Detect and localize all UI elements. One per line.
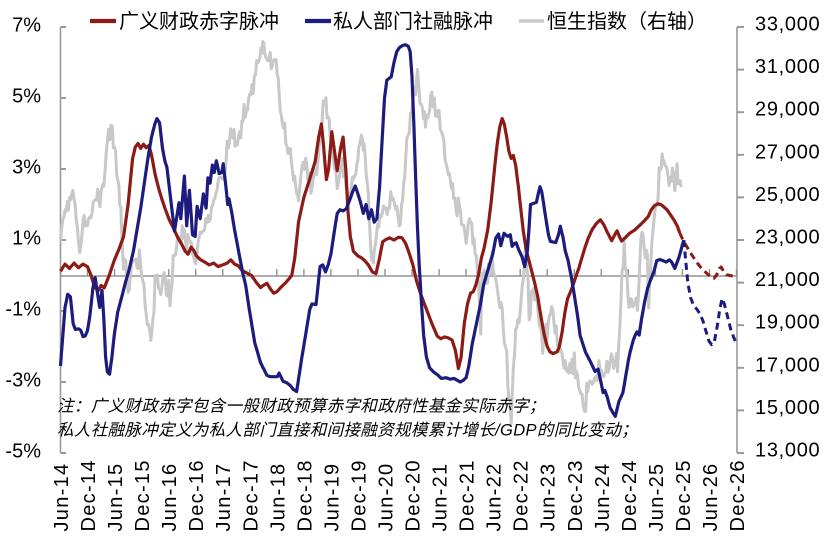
svg-text:注：广义财政赤字包含一般财政预算赤字和政府性基金实际赤字；: 注：广义财政赤字包含一般财政预算赤字和政府性基金实际赤字； [57,397,546,416]
svg-text:Dec-22: Dec-22 [511,459,533,531]
svg-text:Dec-24: Dec-24 [619,459,641,531]
svg-text:Jun-23: Jun-23 [538,463,560,532]
svg-text:Jun-22: Jun-22 [484,463,506,532]
svg-text:Jun-16: Jun-16 [159,463,181,532]
svg-text:Jun-15: Jun-15 [105,463,127,532]
svg-text:31,000: 31,000 [755,56,820,78]
svg-text:Jun-26: Jun-26 [700,463,722,532]
svg-text:Dec-16: Dec-16 [186,459,208,531]
svg-text:Dec-21: Dec-21 [457,459,479,531]
svg-text:Jun-20: Jun-20 [376,463,398,532]
svg-text:-3%: -3% [5,370,41,392]
svg-text:-1%: -1% [5,299,41,321]
svg-text:私人部门社融脉冲: 私人部门社融脉冲 [333,10,493,33]
svg-text:3%: 3% [12,157,41,179]
svg-text:7%: 7% [12,15,41,37]
svg-text:17,000: 17,000 [755,354,820,376]
svg-text:33,000: 33,000 [755,14,820,36]
svg-text:Jun-18: Jun-18 [267,463,289,532]
svg-text:13,000: 13,000 [755,440,820,462]
svg-text:-5%: -5% [5,441,41,463]
svg-text:21,000: 21,000 [755,269,820,291]
svg-text:Jun-17: Jun-17 [213,463,235,532]
svg-text:私人社融脉冲定义为私人部门直接和间接融资规模累计增长/GDP: 私人社融脉冲定义为私人部门直接和间接融资规模累计增长/GDP的同比变动； [57,421,638,440]
svg-text:Dec-26: Dec-26 [727,459,749,531]
svg-text:恒生指数（右轴）: 恒生指数（右轴） [547,10,707,33]
svg-text:Jun-21: Jun-21 [430,463,452,532]
svg-text:5%: 5% [12,86,41,108]
svg-text:Dec-18: Dec-18 [294,459,316,531]
svg-text:19,000: 19,000 [755,312,820,334]
svg-text:29,000: 29,000 [755,99,820,121]
svg-text:1%: 1% [12,228,41,250]
svg-text:Dec-20: Dec-20 [403,459,425,531]
svg-text:Jun-19: Jun-19 [321,463,343,532]
svg-text:Jun-25: Jun-25 [646,463,668,532]
svg-text:Dec-17: Dec-17 [240,459,262,531]
svg-text:Dec-19: Dec-19 [348,459,370,531]
svg-text:广义财政赤字脉冲: 广义财政赤字脉冲 [119,10,279,33]
svg-text:Dec-23: Dec-23 [565,459,587,531]
svg-text:Jun-24: Jun-24 [592,463,614,532]
svg-text:27,000: 27,000 [755,141,820,163]
svg-text:Dec-25: Dec-25 [673,459,695,531]
svg-text:25,000: 25,000 [755,184,820,206]
svg-text:Dec-14: Dec-14 [78,459,100,531]
svg-text:Dec-15: Dec-15 [132,459,154,531]
svg-text:23,000: 23,000 [755,227,820,249]
svg-text:15,000: 15,000 [755,397,820,419]
svg-text:Jun-14: Jun-14 [51,463,73,532]
